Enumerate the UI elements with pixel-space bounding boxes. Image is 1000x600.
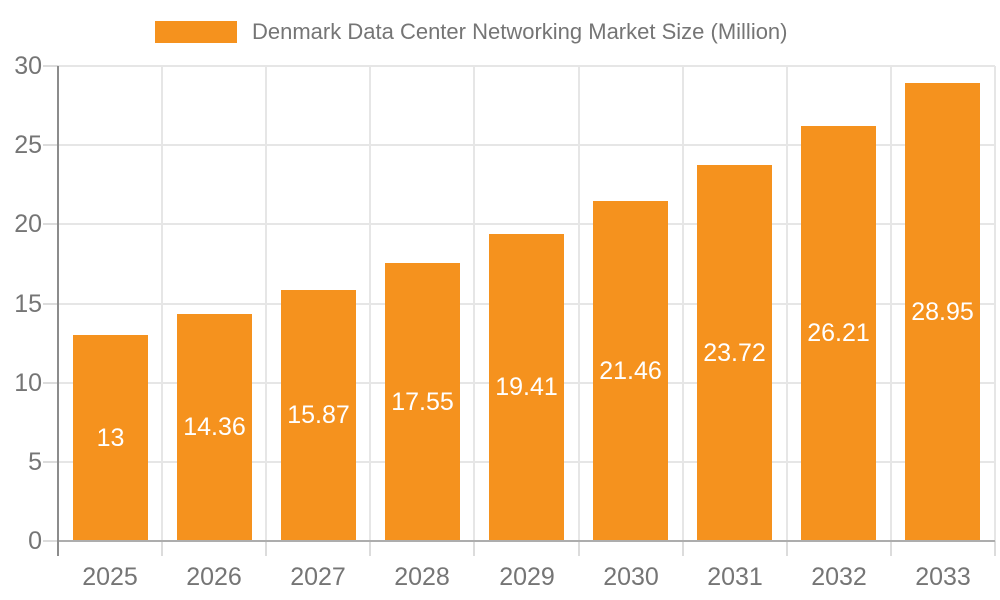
legend[interactable]: Denmark Data Center Networking Market Si… — [155, 21, 788, 43]
bar-value-label: 23.72 — [703, 338, 766, 367]
x-tick-mark — [578, 541, 580, 556]
x-tick-mark — [369, 541, 371, 556]
h-gridline — [58, 65, 995, 67]
x-axis-line — [58, 540, 995, 542]
bar-2025[interactable]: 13 — [73, 335, 148, 541]
x-tick-mark — [890, 541, 892, 556]
h-gridline — [58, 223, 995, 225]
bar-value-label: 26.21 — [807, 319, 870, 347]
x-tick-mark — [994, 541, 996, 556]
y-tick-label-30: 30 — [14, 52, 42, 80]
x-tick-label-2032: 2032 — [811, 563, 867, 591]
y-tick-label-10: 10 — [14, 369, 42, 397]
v-gridline — [578, 66, 580, 541]
x-tick-label-2033: 2033 — [915, 563, 971, 591]
chart-title: Denmark Data Center Networking Market Si… — [252, 19, 788, 44]
x-tick-label-2026: 2026 — [186, 563, 242, 591]
bar-2032[interactable]: 26.21 — [801, 126, 876, 541]
bar-value-label: 17.55 — [391, 387, 454, 416]
bar-2027[interactable]: 15.87 — [281, 290, 356, 541]
y-tick-mark — [43, 223, 58, 225]
y-tick-label-25: 25 — [14, 131, 42, 159]
v-gridline — [369, 66, 371, 541]
x-tick-label-2029: 2029 — [499, 563, 555, 591]
bar-2028[interactable]: 17.55 — [385, 263, 460, 541]
v-gridline — [994, 66, 996, 541]
v-gridline — [682, 66, 684, 541]
x-tick-label-2028: 2028 — [394, 563, 450, 591]
y-axis-line — [57, 66, 59, 556]
bar-2026[interactable]: 14.36 — [177, 314, 252, 541]
bar-value-label: 21.46 — [599, 356, 662, 385]
y-tick-mark — [43, 65, 58, 67]
x-tick-mark — [682, 541, 684, 556]
y-tick-label-15: 15 — [14, 290, 42, 318]
v-gridline — [161, 66, 163, 541]
y-tick-mark — [43, 461, 58, 463]
v-gridline — [473, 66, 475, 541]
x-tick-mark — [473, 541, 475, 556]
bar-value-label: 28.95 — [911, 297, 974, 326]
x-tick-label-2027: 2027 — [290, 563, 346, 591]
x-tick-label-2031: 2031 — [707, 563, 763, 591]
y-tick-label-0: 0 — [28, 527, 42, 555]
bar-value-label: 15.87 — [287, 401, 350, 429]
y-tick-label-5: 5 — [28, 448, 42, 476]
bar-value-label: 13 — [96, 423, 125, 452]
bar-2033[interactable]: 28.95 — [905, 83, 980, 541]
y-tick-mark — [43, 144, 58, 146]
v-gridline — [786, 66, 788, 541]
x-tick-mark — [161, 541, 163, 556]
v-gridline — [890, 66, 892, 541]
v-gridline — [265, 66, 267, 541]
h-gridline — [58, 144, 995, 146]
x-tick-mark — [265, 541, 267, 556]
y-tick-label-20: 20 — [14, 210, 42, 238]
bar-value-label: 14.36 — [183, 413, 246, 441]
x-tick-label-2025: 2025 — [82, 563, 138, 591]
x-tick-label-2030: 2030 — [603, 563, 659, 591]
bar-value-label: 19.41 — [495, 373, 558, 401]
x-tick-mark — [786, 541, 788, 556]
bar-2029[interactable]: 19.41 — [489, 234, 564, 541]
bar-2030[interactable]: 21.46 — [593, 201, 668, 541]
y-tick-mark — [43, 540, 58, 542]
y-tick-mark — [43, 303, 58, 305]
y-tick-mark — [43, 382, 58, 384]
legend-swatch-icon — [155, 21, 237, 43]
bar-2031[interactable]: 23.72 — [697, 165, 772, 541]
